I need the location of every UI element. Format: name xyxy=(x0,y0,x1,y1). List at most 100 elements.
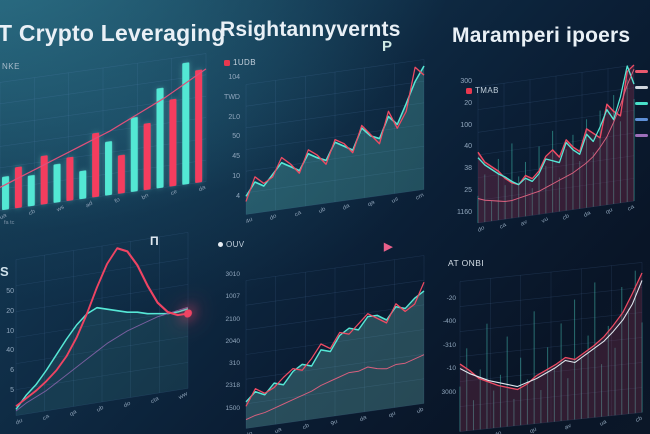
y-axis-labels: 300 20 100 40 38 25 1160 xyxy=(450,78,472,216)
tick-label: 300 xyxy=(460,78,472,85)
tick-label: fo xyxy=(114,197,122,205)
tick-label: qa xyxy=(366,199,376,209)
ticker-badge: OUV xyxy=(218,240,245,249)
legend-swatch xyxy=(635,102,648,105)
corner-note: fa tc xyxy=(4,220,15,226)
y-axis-labels: 3010 1007 2100 2040 310 2318 1500 xyxy=(220,271,240,412)
tick-label: cb xyxy=(634,415,643,424)
ticker-label: 1UDB xyxy=(233,58,256,67)
side-label: S xyxy=(0,264,9,279)
ticker-badge: AT ONBI xyxy=(448,258,484,268)
tick-label: da xyxy=(342,203,351,212)
tick-label: cb xyxy=(302,422,311,432)
tick-label: 50 xyxy=(232,133,240,141)
area-chart xyxy=(245,255,425,429)
bar-chart-wrap: ua cb ws ad fo bn ce da xyxy=(0,53,207,221)
panel-peak-lines: fa tc S П 50 20 10 40 6 5 du ca qa ub do cta ww xyxy=(0,218,218,434)
tick-label: bn xyxy=(141,192,150,202)
tick-label: cm xyxy=(415,192,425,202)
tick-label: 50 xyxy=(6,288,14,295)
tick-label: ce xyxy=(169,188,179,198)
y-axis-labels: 104 TWD 2L0 50 45 10 4 xyxy=(220,74,240,200)
legend-swatch xyxy=(635,118,648,121)
tick-label: 20 xyxy=(464,99,472,107)
tick-label: qu xyxy=(529,426,538,434)
tick-label: 20 xyxy=(6,307,14,315)
tick-label: 10 xyxy=(6,327,14,335)
tick-label: ad xyxy=(85,200,95,210)
y-axis-labels: -20 -400 -310 -10 3000 xyxy=(438,295,456,396)
tick-label: 9u xyxy=(330,418,340,428)
tick-label: ca xyxy=(42,413,51,423)
tick-label: do xyxy=(494,430,503,434)
legend-swatch xyxy=(635,70,648,73)
tick-label: 1500 xyxy=(225,404,240,412)
tick-label: qu xyxy=(605,207,614,216)
p-glyph: P xyxy=(382,38,393,55)
tick-label: 3010 xyxy=(225,271,240,278)
tick-label: -10 xyxy=(446,365,456,373)
ticker-badge: 1UDB xyxy=(224,58,256,67)
tick-label: 40 xyxy=(6,347,14,355)
panel-title: T Crypto Leveraging xyxy=(0,20,226,46)
panel-maramperi: Maramperi ipoers TMAB 300 20 100 40 38 25 1160… xyxy=(436,0,650,234)
tick-label: 45 xyxy=(232,153,240,161)
dot-icon xyxy=(218,242,223,247)
tick-label: ua xyxy=(273,426,283,434)
ticker-label: TMAB xyxy=(475,86,499,95)
tick-label: -20 xyxy=(446,295,456,302)
area-chart-wrap: douacb9udaquub xyxy=(245,255,425,434)
tick-label: ub xyxy=(317,206,327,216)
tick-label: 38 xyxy=(464,165,472,173)
tick-label: 104 xyxy=(228,74,240,81)
tick-label: da xyxy=(198,184,207,194)
tick-label: 40 xyxy=(464,143,472,151)
spike-chart-wrap: cadoquavuacb xyxy=(459,262,643,434)
legend-swatch xyxy=(635,134,648,137)
play-icon: ▶ xyxy=(384,241,393,253)
tick-label: 100 xyxy=(460,121,472,129)
tick-label: -310 xyxy=(442,341,456,349)
series-legend xyxy=(635,70,648,137)
tick-label: du xyxy=(15,417,24,427)
tick-label: ws xyxy=(56,204,66,214)
tick-label: qu xyxy=(387,410,397,420)
tick-label: cb xyxy=(27,208,36,218)
panel-crypto-leveraging: T Crypto Leveraging NKE ua cb ws ad fo bn ce da xyxy=(0,0,225,221)
peak-chart xyxy=(15,232,192,416)
tick-label: TWD xyxy=(224,93,240,101)
tick-label: 2100 xyxy=(225,315,240,323)
tick-label: 310 xyxy=(229,360,240,367)
tick-label: av xyxy=(564,422,573,432)
tick-label: do xyxy=(122,400,132,410)
area-chart-wrap: 4u do ca ub da qa us cm xyxy=(245,59,425,225)
tick-label: 10 xyxy=(232,173,240,181)
line-chart-wrap: do ca av vu cb da qu ca xyxy=(477,64,635,234)
tick-label: ww xyxy=(178,391,189,402)
tick-label: ub xyxy=(416,406,425,416)
tick-label: 2L0 xyxy=(228,113,240,121)
ticker-label: AT ONBI xyxy=(448,258,485,268)
spike-chart xyxy=(459,262,643,432)
tick-label: 6 xyxy=(10,367,14,375)
peak-chart-wrap: du ca qa ub do cta ww xyxy=(15,232,192,427)
tick-label: da xyxy=(359,414,368,424)
tick-label: ub xyxy=(95,404,105,414)
legend-swatch xyxy=(635,86,648,89)
tick-label: 5 xyxy=(10,386,14,394)
panel-title: Maramperi ipoers xyxy=(452,24,631,47)
tick-label: ua xyxy=(599,419,608,428)
tick-label: cta xyxy=(150,395,160,406)
area-chart xyxy=(245,59,425,215)
ticker-badge: TMAB xyxy=(466,86,499,95)
tick-label: ca xyxy=(626,204,635,213)
tick-label: 3000 xyxy=(441,388,456,396)
y-axis-labels: 50 20 10 40 6 5 xyxy=(0,288,14,394)
panel-title: Rsightannyvernts xyxy=(220,18,401,41)
tick-label: 1007 xyxy=(225,293,240,301)
tick-label: us xyxy=(390,196,400,205)
tick-label: qa xyxy=(68,409,78,418)
